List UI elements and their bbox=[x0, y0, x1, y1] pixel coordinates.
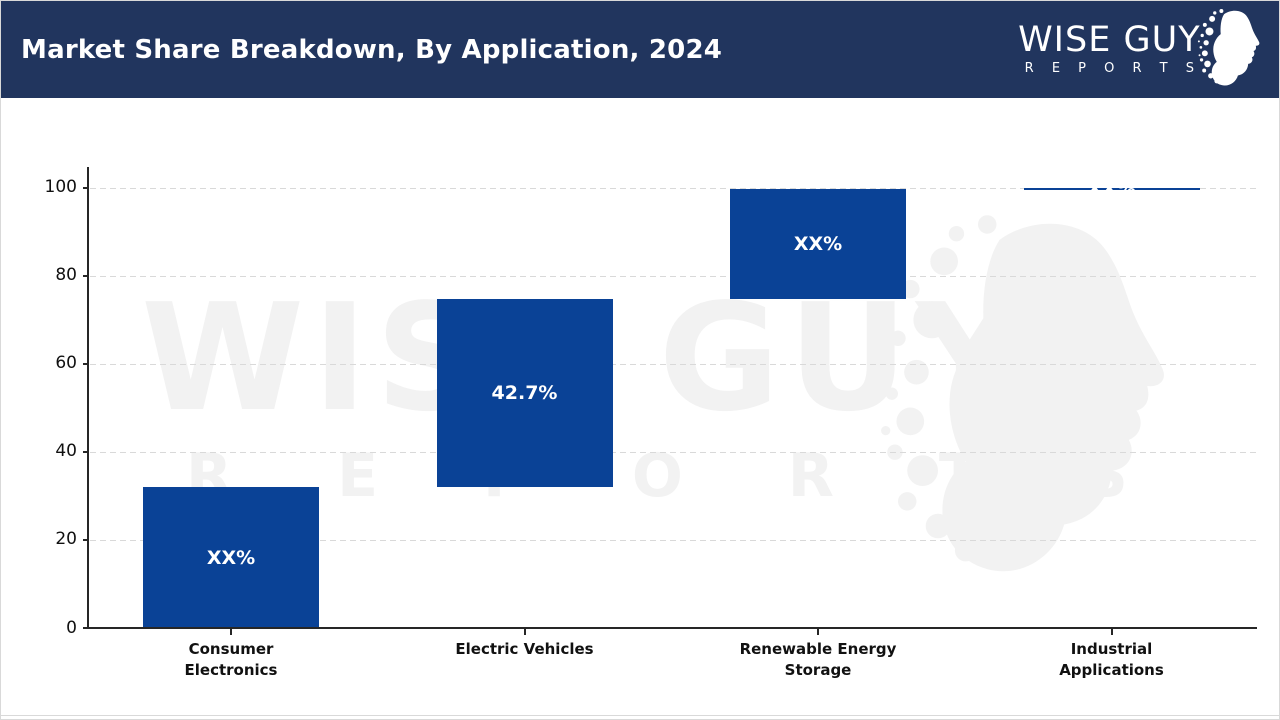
page-title: Market Share Breakdown, By Application, … bbox=[21, 34, 723, 65]
x-category-label: Industrial Applications bbox=[1059, 640, 1164, 679]
logo-wiseguy-label: WISE GUY bbox=[1018, 20, 1201, 60]
logo-text: WISE GUY R E P O R T S bbox=[1018, 20, 1201, 77]
x-category-label: Electric Vehicles bbox=[455, 640, 594, 658]
wise-guy-reports-logo: WISE GUY R E P O R T S bbox=[1018, 7, 1269, 93]
y-tick-mark bbox=[83, 362, 89, 365]
header-bar: Market Share Breakdown, By Application, … bbox=[1, 1, 1279, 98]
y-tick-label: 0 bbox=[66, 617, 77, 638]
x-axis-line bbox=[87, 627, 1257, 629]
logo-reports-label: R E P O R T S bbox=[1024, 61, 1201, 76]
y-tick-mark bbox=[83, 274, 89, 277]
gridline-y60 bbox=[90, 363, 1257, 365]
y-tick-label: 20 bbox=[55, 529, 77, 550]
bar-3 bbox=[730, 189, 906, 299]
x-tick-mark bbox=[523, 629, 526, 635]
bar-value-label: 42.7% bbox=[491, 382, 558, 404]
bar-2 bbox=[436, 298, 613, 487]
y-tick-mark bbox=[83, 627, 89, 629]
y-tick-label: 40 bbox=[55, 441, 77, 462]
gridline-y40 bbox=[90, 451, 1257, 453]
bar-1 bbox=[143, 487, 319, 628]
y-tick-label: 60 bbox=[55, 353, 77, 374]
bar-value-label: XX% bbox=[1087, 177, 1136, 200]
body-bottom-border bbox=[1, 715, 1279, 716]
bar-value-label: XX% bbox=[206, 546, 256, 569]
y-tick-label: 80 bbox=[55, 265, 77, 286]
y-tick-mark bbox=[83, 186, 89, 189]
gridline-y100 bbox=[90, 187, 1257, 189]
y-tick-mark bbox=[83, 450, 89, 453]
x-tick-mark bbox=[1110, 629, 1113, 635]
x-category-label: Renewable Energy Storage bbox=[739, 640, 897, 679]
y-tick-mark bbox=[83, 538, 89, 541]
bar-value-label: XX% bbox=[793, 233, 843, 256]
x-tick-mark bbox=[230, 629, 232, 635]
x-tick-mark bbox=[817, 629, 819, 635]
x-category-label: Consumer Electronics bbox=[184, 640, 278, 679]
y-axis-line bbox=[87, 167, 89, 629]
bar-4 bbox=[1023, 187, 1200, 190]
y-tick-label: 100 bbox=[44, 177, 77, 197]
gridline-y80 bbox=[90, 275, 1257, 277]
gridline-y20 bbox=[90, 539, 1257, 541]
